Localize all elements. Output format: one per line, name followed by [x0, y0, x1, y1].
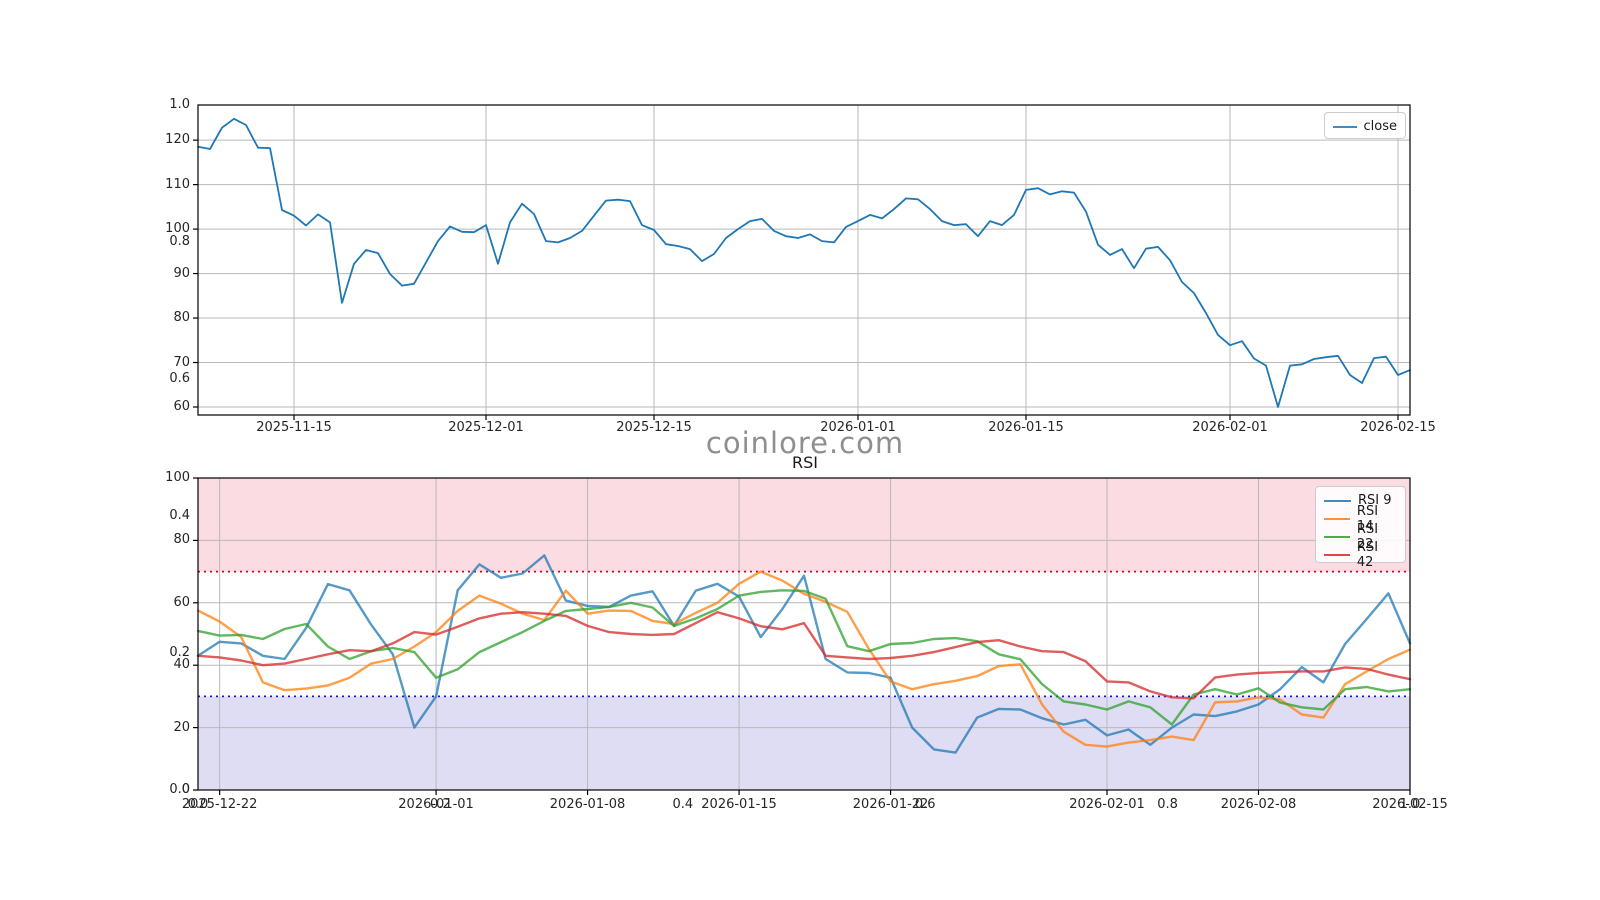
legend-label-rsi14: RSI 14 [1356, 503, 1379, 534]
legend-item-close: close [1333, 118, 1397, 135]
x-tick-label: 2025-11-15 [256, 420, 332, 435]
overlay-y-tick-label: 0.6 [169, 371, 190, 386]
rsi-legend: RSI 9 RSI 14 RSI 22 RSI 42 [1315, 486, 1406, 570]
x-tick-label: 2025-12-22 [181, 797, 258, 812]
overlay-x-tick-label: 0.0 [187, 797, 209, 812]
rsi22-line-swatch [1324, 535, 1350, 538]
overlay-y-tick-label: 0.2 [169, 645, 190, 660]
overlay-y-tick-label: 0.4 [169, 508, 190, 523]
x-tick-label: 2026-02-01 [1192, 420, 1268, 435]
y-tick-label: 20 [173, 719, 190, 735]
x-tick-label: 2026-01-01 [398, 797, 474, 812]
y-tick-label: 80 [173, 532, 190, 548]
overlay-x-tick-label: 0.2 [430, 797, 451, 812]
legend-label-rsi42: RSI 42 [1356, 539, 1379, 570]
y-tick-label: 40 [173, 657, 190, 673]
rsi-chart-title: RSI [792, 453, 818, 472]
y-tick-label: 120 [165, 132, 190, 148]
close-line-swatch [1333, 125, 1357, 128]
x-tick-label: 2026-01-01 [820, 420, 896, 435]
x-tick-label: 2026-01-08 [549, 797, 626, 812]
overlay-x-tick-label: 0.4 [672, 797, 694, 812]
y-tick-label: 80 [173, 310, 190, 326]
legend-label-rsi22: RSI 22 [1356, 521, 1379, 552]
overlay-y-tick-label: 1.0 [169, 97, 190, 112]
overlay-y-tick-label: 0.0 [169, 782, 190, 797]
rsi14-line-swatch [1324, 517, 1350, 520]
x-tick-label: 2026-02-15 [1372, 797, 1448, 812]
overlay-x-tick-label: 0.6 [914, 797, 936, 812]
y-tick-label: 0 [181, 782, 190, 797]
x-tick-label: 2026-02-15 [1360, 420, 1436, 435]
x-tick-label: 2026-01-15 [988, 420, 1064, 435]
x-tick-label: 2026-02-01 [1069, 797, 1145, 812]
y-tick-label: 90 [173, 265, 190, 281]
legend-item-rsi42: RSI 42 [1324, 540, 1397, 570]
overlay-x-tick-label: 0.8 [1157, 797, 1178, 812]
rsi42-line-swatch [1324, 553, 1350, 556]
y-tick-label: 70 [173, 354, 190, 370]
legend-item-rsi14: RSI 14 [1324, 504, 1397, 534]
x-tick-label: 2026-01-22 [852, 797, 929, 812]
x-tick-label: 2026-02-08 [1220, 797, 1297, 812]
y-tick-label: 100 [165, 470, 190, 485]
y-tick-label: 60 [173, 594, 190, 610]
legend-item-rsi9: RSI 9 [1324, 492, 1397, 509]
legend-label-rsi9: RSI 9 [1358, 493, 1392, 508]
y-tick-label: 100 [165, 221, 190, 237]
legend-item-rsi22: RSI 22 [1324, 522, 1397, 552]
rsi9-line-swatch [1324, 499, 1351, 502]
overlay-x-tick-label: 1.0 [1399, 797, 1421, 812]
overlay-y-tick-label: 0.8 [169, 234, 190, 249]
x-tick-label: 2025-12-01 [448, 420, 524, 435]
y-tick-label: 60 [173, 398, 190, 414]
x-tick-label: 2025-12-15 [616, 420, 692, 435]
watermark: coinlore.com [705, 426, 905, 460]
price-legend: close [1324, 112, 1406, 139]
x-tick-label: 2026-01-15 [701, 797, 777, 812]
legend-label-close: close [1363, 119, 1397, 134]
y-tick-label: 110 [165, 176, 190, 192]
